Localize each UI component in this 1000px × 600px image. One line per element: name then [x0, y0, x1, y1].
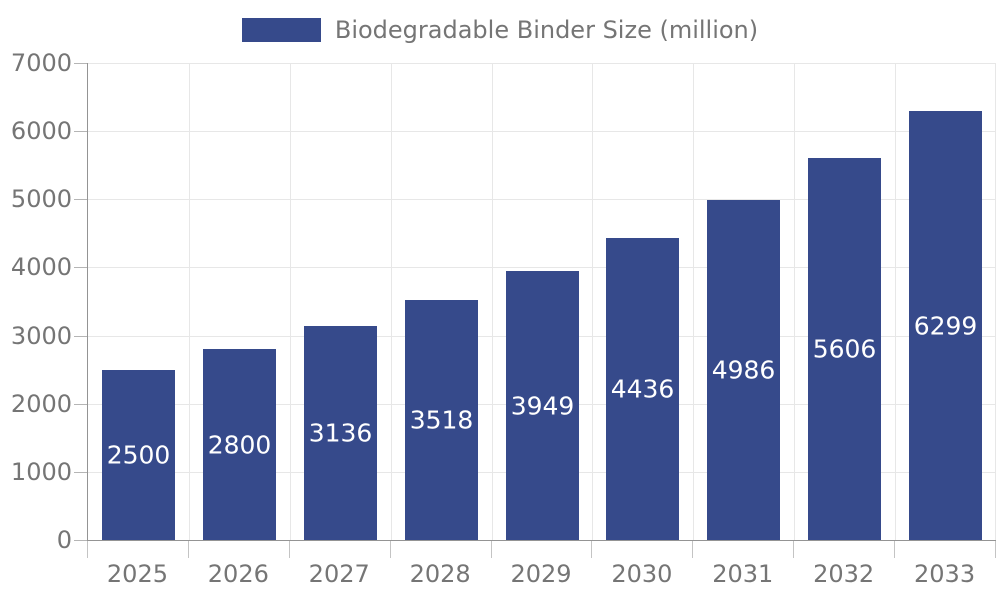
- y-axis-tick-label: 6000: [10, 117, 72, 145]
- gridline-vertical: [492, 63, 493, 540]
- x-axis-tick: [289, 541, 290, 558]
- bar-2025: 2500: [102, 370, 175, 540]
- x-axis-tick-label: 2031: [712, 560, 774, 588]
- gridline-vertical: [995, 63, 996, 540]
- bar-value-label: 2500: [106, 440, 171, 470]
- x-axis-tick-label: 2030: [611, 560, 673, 588]
- x-axis-tick-label: 2028: [409, 560, 471, 588]
- x-axis-tick: [793, 541, 794, 558]
- gridline-vertical: [189, 63, 190, 540]
- gridline-vertical: [391, 63, 392, 540]
- y-axis-tick-label: 3000: [10, 322, 72, 350]
- bar-value-label: 4436: [610, 374, 675, 404]
- bar-value-label: 4986: [711, 355, 776, 385]
- bar-2030: 4436: [606, 238, 679, 540]
- y-axis-tick: [74, 472, 87, 473]
- gridline-vertical: [895, 63, 896, 540]
- bar-2029: 3949: [506, 271, 579, 540]
- x-axis-tick: [894, 541, 895, 558]
- x-axis-tick: [591, 541, 592, 558]
- y-axis-tick: [74, 540, 87, 541]
- y-axis-tick: [74, 336, 87, 337]
- bar-value-label: 2800: [207, 430, 272, 459]
- x-axis-tick-label: 2032: [813, 560, 875, 588]
- y-axis-tick-label: 2000: [10, 390, 72, 418]
- x-axis-tick-label: 2025: [106, 560, 168, 588]
- legend-label: Biodegradable Binder Size (million): [334, 16, 759, 44]
- plot-area: 2500 2800 3136 3518 3949 4436 4986 5606 6299: [87, 63, 996, 541]
- gridline-vertical: [794, 63, 795, 540]
- gridline-horizontal: [88, 131, 996, 132]
- x-axis-tick: [995, 541, 996, 558]
- y-axis-tick-label: 7000: [10, 49, 72, 77]
- y-axis-tick: [74, 131, 87, 132]
- gridline-horizontal: [88, 199, 996, 200]
- x-axis-tick: [491, 541, 492, 558]
- x-axis-tick-label: 2029: [510, 560, 572, 588]
- bar-2033: 6299: [909, 111, 982, 540]
- x-axis-tick: [692, 541, 693, 558]
- bar-2028: 3518: [405, 300, 478, 540]
- gridline-vertical: [592, 63, 593, 540]
- gridline-horizontal: [88, 63, 996, 64]
- x-axis-tick-label: 2027: [308, 560, 370, 588]
- y-axis-tick: [74, 267, 87, 268]
- bar-value-label: 6299: [913, 311, 978, 340]
- bar-value-label: 5606: [812, 334, 877, 364]
- bar-value-label: 3518: [409, 405, 474, 435]
- gridline-horizontal: [88, 267, 996, 268]
- x-axis-tick: [188, 541, 189, 558]
- bar-2032: 5606: [808, 158, 881, 540]
- bar-2027: 3136: [304, 326, 377, 540]
- x-axis-tick: [87, 541, 88, 558]
- legend: Biodegradable Binder Size (million): [0, 16, 1000, 44]
- x-axis-tick-label: 2033: [914, 560, 976, 588]
- bar-value-label: 3949: [510, 391, 575, 420]
- y-axis-tick-label: 5000: [10, 185, 72, 213]
- y-axis-tick-label: 1000: [10, 458, 72, 486]
- bar-2026: 2800: [203, 349, 276, 540]
- bar-value-label: 3136: [308, 418, 373, 448]
- y-axis-tick: [74, 404, 87, 405]
- legend-swatch: [241, 18, 321, 42]
- x-axis-tick: [390, 541, 391, 558]
- gridline-vertical: [693, 63, 694, 540]
- y-axis-tick: [74, 199, 87, 200]
- bar-2031: 4986: [707, 200, 780, 540]
- y-axis-tick-label: 4000: [10, 253, 72, 281]
- y-axis-tick: [74, 63, 87, 64]
- gridline-vertical: [290, 63, 291, 540]
- x-axis-tick-label: 2026: [207, 560, 269, 588]
- y-axis-tick-label: 0: [56, 526, 72, 554]
